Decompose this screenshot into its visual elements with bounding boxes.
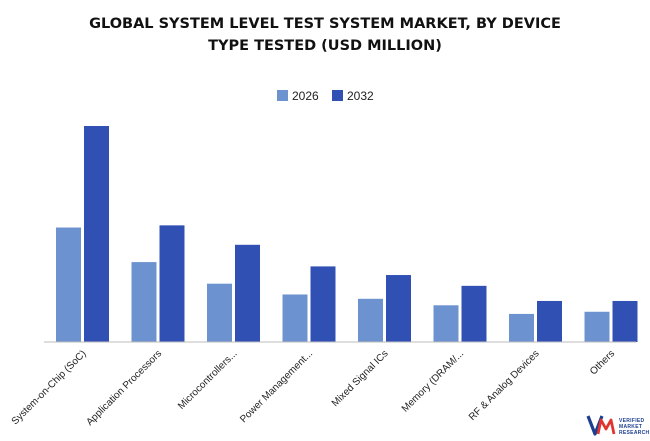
legend-label-2026: 2026 xyxy=(292,89,319,103)
logo-text-line-3: RESEARCH xyxy=(619,430,650,436)
bar-others-2026 xyxy=(584,311,610,342)
bar-application-processors-2032 xyxy=(159,225,185,342)
bars xyxy=(56,126,638,342)
bar-rf-analog-devices-2032 xyxy=(537,300,562,342)
x-tick-label-others: Others xyxy=(588,348,617,377)
legend-label-2032: 2032 xyxy=(347,89,374,103)
logo-m-mark xyxy=(596,418,616,435)
bar-microcontrollers-2026 xyxy=(207,283,232,342)
bar-mixed-signal-ics-2026 xyxy=(358,298,383,342)
x-tick-labels: System-on-Chip (SoC)Application Processo… xyxy=(10,348,617,428)
bar-system-on-chip-soc-2026 xyxy=(56,227,81,342)
x-tick-label-mixed-signal-ics: Mixed Signal ICs xyxy=(330,348,391,409)
legend: 2026 2032 xyxy=(277,89,374,103)
bar-power-management-2032 xyxy=(310,266,336,342)
bar-others-2032 xyxy=(612,300,638,342)
legend-swatch-2026 xyxy=(277,90,288,101)
chart-title-line-1: GLOBAL SYSTEM LEVEL TEST SYSTEM MARKET, … xyxy=(89,16,561,32)
bar-memory-dram-2032 xyxy=(461,285,487,342)
bar-microcontrollers-2032 xyxy=(235,244,260,342)
vmr-logo: VERIFIED MARKET RESEARCH xyxy=(586,415,650,436)
bar-system-on-chip-soc-2032 xyxy=(84,126,109,342)
bar-application-processors-2026 xyxy=(131,262,157,342)
x-tick-label-rf-analog-devices: RF & Analog Devices xyxy=(467,348,542,423)
x-tick-label-system-on-chip-soc: System-on-Chip (SoC) xyxy=(10,348,89,427)
x-tick-label-power-management: Power Management... xyxy=(238,348,315,425)
chart-title: GLOBAL SYSTEM LEVEL TEST SYSTEM MARKET, … xyxy=(89,16,561,54)
logo-text-line-1: VERIFIED xyxy=(619,418,645,424)
chart-title-line-2: TYPE TESTED (USD MILLION) xyxy=(208,38,442,54)
x-tick-label-microcontrollers: Microcontrollers... xyxy=(176,348,240,412)
x-tick-label-application-processors: Application Processors xyxy=(84,348,164,428)
bar-rf-analog-devices-2026 xyxy=(509,313,534,342)
logo-text-line-2: MARKET xyxy=(619,424,642,430)
x-tick-label-memory-dram: Memory (DRAM/... xyxy=(400,348,466,414)
bar-memory-dram-2026 xyxy=(433,305,459,342)
legend-swatch-2032 xyxy=(332,90,343,101)
bar-power-management-2026 xyxy=(282,294,308,342)
bar-mixed-signal-ics-2032 xyxy=(386,275,411,342)
